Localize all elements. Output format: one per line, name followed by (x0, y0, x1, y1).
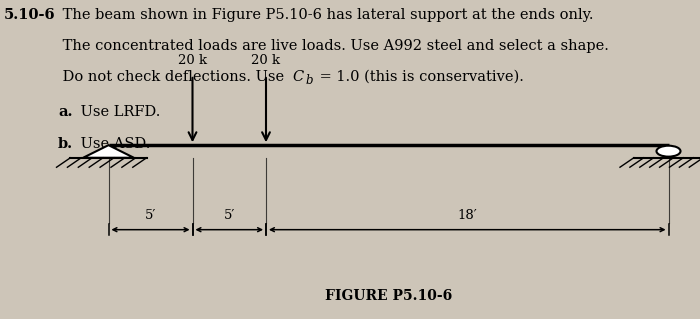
Text: a.: a. (58, 105, 73, 119)
Text: The concentrated loads are live loads. Use A992 steel and select a shape.: The concentrated loads are live loads. U… (58, 39, 609, 53)
Text: 18′: 18′ (457, 209, 477, 222)
Circle shape (657, 146, 680, 157)
Text: Do not check deflections. Use: Do not check deflections. Use (58, 70, 289, 84)
Text: 5′: 5′ (145, 209, 156, 222)
Polygon shape (83, 145, 134, 158)
Text: Use ASD.: Use ASD. (76, 137, 150, 151)
Text: b.: b. (58, 137, 74, 151)
Text: 5.10-6: 5.10-6 (4, 8, 55, 22)
Text: Use LRFD.: Use LRFD. (76, 105, 160, 119)
Text: C: C (293, 70, 304, 84)
Text: The beam shown in Figure P5.10-6 has lateral support at the ends only.: The beam shown in Figure P5.10-6 has lat… (58, 8, 594, 22)
Text: FIGURE P5.10-6: FIGURE P5.10-6 (325, 289, 452, 303)
Text: b: b (305, 74, 313, 87)
Text: 20 k: 20 k (251, 54, 281, 67)
Text: = 1.0 (this is conservative).: = 1.0 (this is conservative). (315, 70, 524, 84)
Text: 20 k: 20 k (178, 54, 207, 67)
Text: 5′: 5′ (223, 209, 235, 222)
